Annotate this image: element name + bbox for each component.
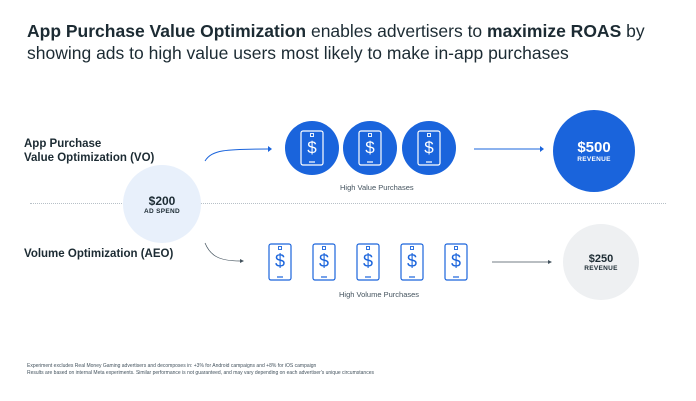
phone-dollar-icon: $ (268, 243, 292, 281)
ad-spend-amount: $200 (148, 193, 176, 208)
vo-label-line1: App Purchase (24, 138, 102, 150)
ad-spend-circle: $200 AD SPEND (123, 165, 201, 243)
headline-bold-2: maximize ROAS (487, 21, 622, 41)
vo-caption: High Value Purchases (340, 183, 414, 192)
footnote: Experiment excludes Real Money Gaming ad… (27, 363, 374, 376)
svg-text:$: $ (275, 251, 285, 271)
footnote-line1: Experiment excludes Real Money Gaming ad… (27, 363, 317, 369)
vo-revenue-circle: $500 REVENUE (553, 110, 635, 192)
phone-dollar-icon: $ (356, 243, 380, 281)
svg-text:$: $ (424, 138, 434, 157)
purchase-circle (343, 121, 397, 175)
svg-text:$: $ (363, 251, 373, 271)
divider (30, 203, 666, 204)
headline-bold-1: App Purchase Value Optimization (27, 21, 307, 41)
arrow-to-aeo (204, 242, 241, 262)
svg-text:$: $ (365, 138, 375, 157)
svg-text:$: $ (407, 251, 417, 271)
phone-dollar-icon: $ (400, 243, 424, 281)
purchase-circle (285, 121, 339, 175)
svg-text:$: $ (307, 138, 317, 157)
ad-spend-label: AD SPEND (144, 207, 180, 215)
phone-dollar-icon: $ (358, 130, 382, 166)
purchase-circle (402, 121, 456, 175)
phone-dollar-icon: $ (300, 130, 324, 166)
headline: App Purchase Value Optimization enables … (27, 20, 667, 64)
phone-dollar-icon: $ (444, 243, 468, 281)
vo-revenue-amount: $500 (577, 139, 611, 156)
aeo-caption: High Volume Purchases (339, 290, 420, 299)
headline-text-2: by showing ads to high value users most … (27, 21, 645, 63)
svg-text:$: $ (319, 251, 329, 271)
arrow-to-vo (204, 148, 269, 162)
aeo-revenue-label: REVENUE (584, 264, 618, 272)
vo-revenue-label: REVENUE (577, 156, 611, 163)
phone-dollar-icon: $ (417, 130, 441, 166)
aeo-revenue-amount: $250 (588, 252, 614, 265)
aeo-revenue-circle: $250 REVENUE (563, 224, 639, 300)
vo-label-line2: Value Optimization (VO) (24, 152, 155, 164)
svg-text:$: $ (451, 251, 461, 271)
vo-label: App Purchase Value Optimization (VO) (24, 137, 154, 165)
footnote-line2: Results are based on internal Meta exper… (27, 369, 374, 376)
headline-text-1: enables advertisers to (306, 21, 488, 41)
aeo-label: Volume Optimization (AEO) (24, 248, 174, 260)
phone-dollar-icon: $ (312, 243, 336, 281)
